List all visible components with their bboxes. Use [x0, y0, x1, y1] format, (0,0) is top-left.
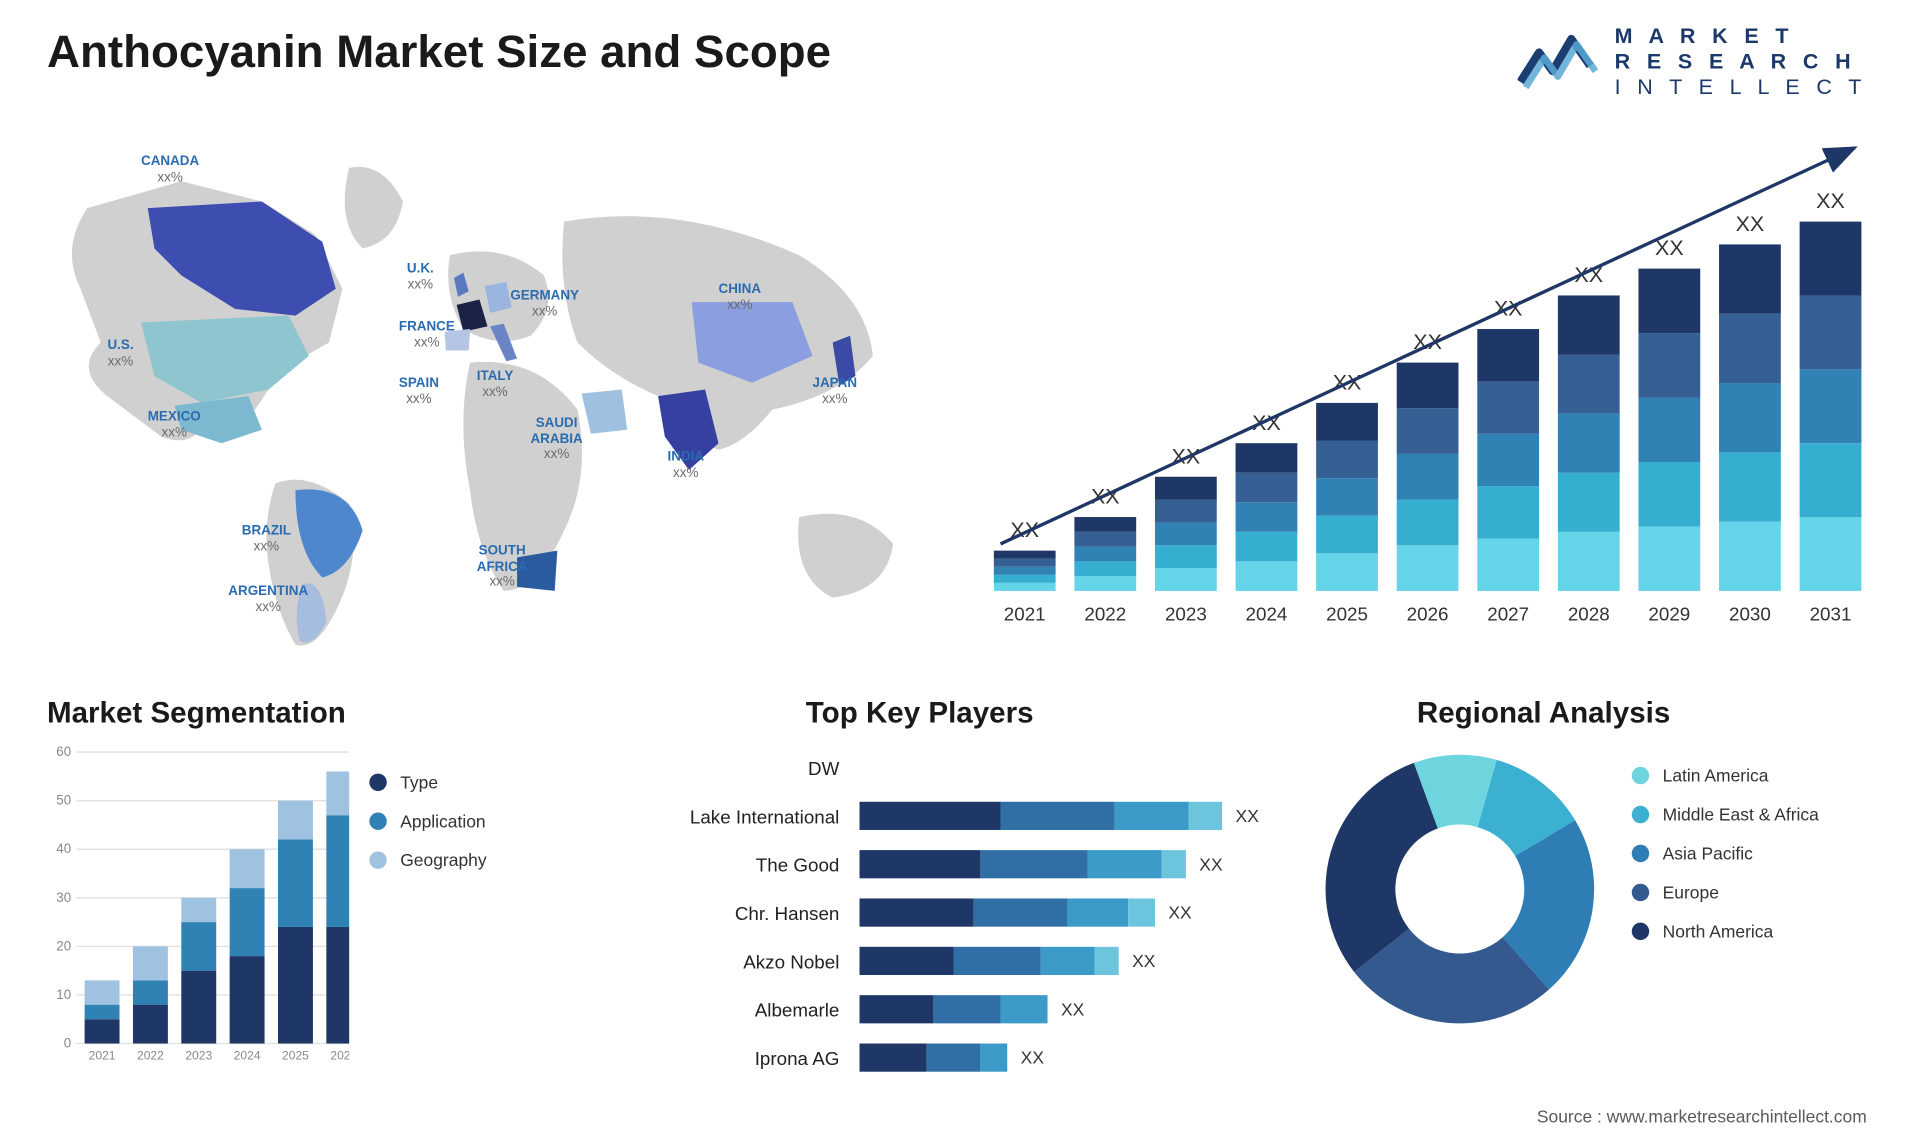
regional-legend: Latin America Middle East & Africa Asia Pa…: [1632, 766, 1819, 961]
map-label: BRAZILxx%: [242, 524, 291, 555]
svg-text:2031: 2031: [1810, 603, 1852, 624]
regional-donut: [1316, 745, 1605, 1034]
svg-text:2026: 2026: [1407, 603, 1449, 624]
key-player-row: AlbemarleXX: [645, 987, 1276, 1031]
key-player-row: Iprona AGXX: [645, 1035, 1276, 1079]
map-label: GERMANYxx%: [510, 289, 579, 320]
key-player-row: The GoodXX: [645, 842, 1276, 886]
map-saudi: [582, 389, 628, 433]
map-label: FRANCExx%: [399, 320, 455, 351]
key-player-row: Akzo NobelXX: [645, 939, 1276, 983]
legend-item: North America: [1632, 921, 1819, 941]
svg-text:2021: 2021: [89, 1049, 116, 1063]
svg-text:2028: 2028: [1568, 603, 1610, 624]
logo-text: M A R K E T R E S E A R C H I N T E L L …: [1615, 24, 1867, 101]
svg-text:2030: 2030: [1729, 603, 1771, 624]
svg-text:0: 0: [64, 1036, 71, 1051]
page-title: Anthocyanin Market Size and Scope: [47, 27, 831, 79]
legend-item: Latin America: [1632, 766, 1819, 786]
svg-text:20: 20: [56, 938, 71, 953]
svg-text:2025: 2025: [1326, 603, 1368, 624]
world-map: CANADAxx% U.S.xx% MEXICOxx% BRAZILxx% ARGENT…: [47, 128, 933, 658]
map-label: U.S.xx%: [107, 338, 133, 369]
svg-text:2027: 2027: [1487, 603, 1529, 624]
svg-text:2029: 2029: [1648, 603, 1690, 624]
brand-logo: M A R K E T R E S E A R C H I N T E L L …: [1518, 24, 1867, 101]
key-players-chart: DW Lake InternationalXXThe GoodXXChr. Han…: [645, 745, 1276, 1094]
svg-text:XX: XX: [1816, 189, 1845, 213]
legend-item: Geography: [369, 850, 486, 870]
svg-text:60: 60: [56, 745, 71, 759]
map-label: U.K.xx%: [407, 262, 434, 293]
map-label: CHINAxx%: [719, 282, 762, 313]
map-label: CANADAxx%: [141, 154, 199, 185]
map-label: JAPANxx%: [813, 376, 858, 407]
map-label: SAUDIARABIAxx%: [530, 416, 582, 462]
svg-text:2021: 2021: [1004, 603, 1046, 624]
svg-text:2026: 2026: [330, 1049, 349, 1063]
legend-item: Middle East & Africa: [1632, 804, 1819, 824]
svg-text:2024: 2024: [1246, 603, 1288, 624]
svg-text:50: 50: [56, 793, 71, 808]
svg-text:10: 10: [56, 987, 71, 1002]
map-label: SPAINxx%: [399, 376, 439, 407]
key-player-row: Chr. HansenXX: [645, 890, 1276, 934]
map-label: ARGENTINAxx%: [228, 584, 308, 615]
key-player-row: DW: [645, 745, 1276, 789]
logo-mark-icon: [1518, 33, 1599, 92]
svg-text:40: 40: [56, 841, 71, 856]
key-player-row: Lake InternationalXX: [645, 794, 1276, 838]
svg-text:30: 30: [56, 890, 71, 905]
svg-text:2023: 2023: [185, 1049, 212, 1063]
map-label: INDIAxx%: [667, 450, 704, 481]
map-label: ITALYxx%: [477, 369, 514, 400]
legend-item: Type: [369, 772, 486, 792]
svg-text:2023: 2023: [1165, 603, 1207, 624]
svg-text:2024: 2024: [234, 1049, 261, 1063]
key-players-title: Top Key Players: [806, 696, 1034, 731]
legend-item: Asia Pacific: [1632, 843, 1819, 863]
svg-text:XX: XX: [1736, 212, 1765, 236]
map-label: MEXICOxx%: [148, 410, 201, 441]
map-label: SOUTHAFRICAxx%: [477, 544, 528, 590]
segmentation-chart: 0 10 20 30 40 50 60 2021 2022 2023 2024 2025 2026: [47, 745, 349, 1067]
regional-title: Regional Analysis: [1417, 696, 1670, 731]
svg-text:2022: 2022: [1084, 603, 1126, 624]
segmentation-title: Market Segmentation: [47, 696, 346, 731]
source-text: Source : www.marketresearchintellect.com: [1537, 1107, 1867, 1127]
growth-chart: 2021XX2022XX2023XX2024XX2025XX2026XX2027…: [980, 134, 1866, 631]
legend-item: Application: [369, 811, 486, 831]
legend-item: Europe: [1632, 882, 1819, 902]
svg-text:2022: 2022: [137, 1049, 164, 1063]
svg-text:2025: 2025: [282, 1049, 309, 1063]
segmentation-legend: Type Application Geography: [369, 772, 486, 889]
